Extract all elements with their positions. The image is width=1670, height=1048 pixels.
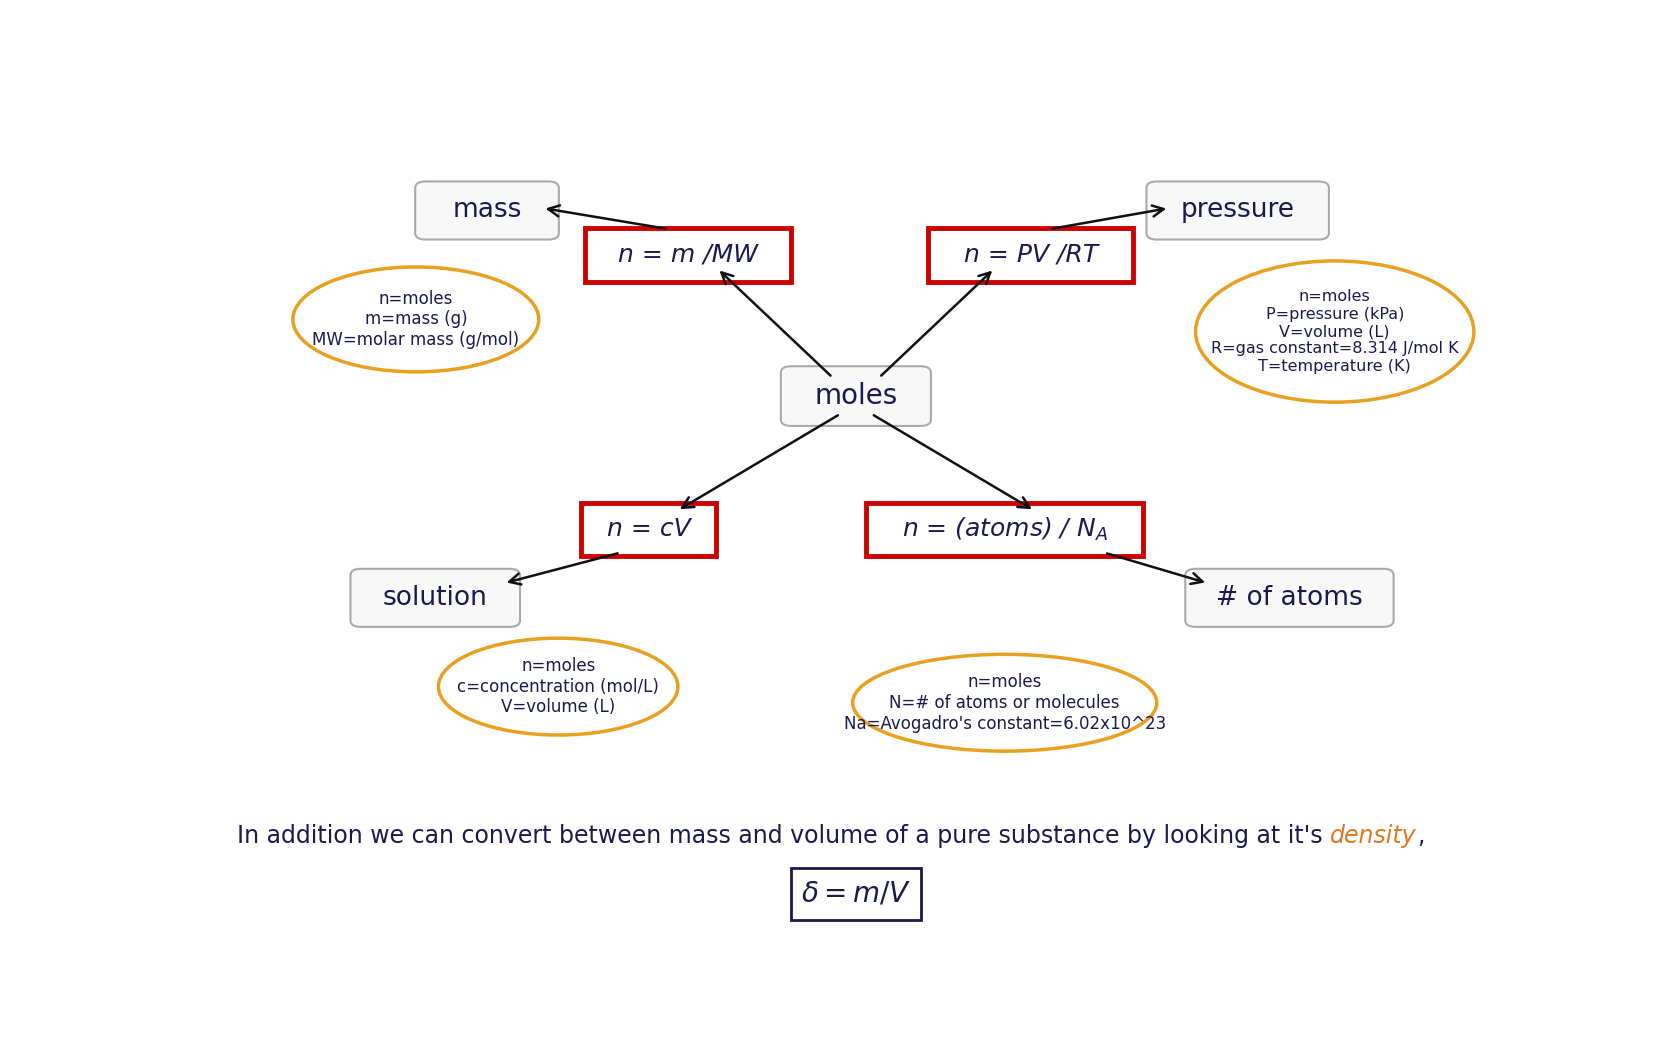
Text: ,: , xyxy=(1416,824,1425,848)
Ellipse shape xyxy=(853,654,1157,751)
FancyBboxPatch shape xyxy=(790,868,922,920)
Text: solution: solution xyxy=(382,585,488,611)
Text: density: density xyxy=(1331,824,1416,848)
FancyBboxPatch shape xyxy=(782,366,930,425)
Ellipse shape xyxy=(1196,261,1475,402)
FancyBboxPatch shape xyxy=(584,228,790,282)
Text: # of atoms: # of atoms xyxy=(1216,585,1363,611)
Text: n = PV /RT: n = PV /RT xyxy=(964,243,1097,267)
Text: n=moles
N=# of atoms or molecules
Na=Avogadro's constant=6.02x10^23: n=moles N=# of atoms or molecules Na=Avo… xyxy=(843,673,1166,733)
FancyBboxPatch shape xyxy=(1186,569,1394,627)
Ellipse shape xyxy=(439,638,678,735)
Text: n = m /MW: n = m /MW xyxy=(618,243,758,267)
Text: n=moles
P=pressure (kPa)
V=volume (L)
R=gas constant=8.314 J/mol K
T=temperature: n=moles P=pressure (kPa) V=volume (L) R=… xyxy=(1211,289,1458,374)
FancyBboxPatch shape xyxy=(929,228,1134,282)
Text: mass: mass xyxy=(453,197,521,223)
Ellipse shape xyxy=(292,267,539,372)
Text: moles: moles xyxy=(815,383,897,410)
Text: In addition we can convert between mass and volume of a pure substance by lookin: In addition we can convert between mass … xyxy=(237,824,1331,848)
Text: n=moles
m=mass (g)
MW=molar mass (g/mol): n=moles m=mass (g) MW=molar mass (g/mol) xyxy=(312,289,519,349)
Text: n = (atoms) / N$_A$: n = (atoms) / N$_A$ xyxy=(902,516,1107,543)
Text: n=moles
c=concentration (mol/L)
V=volume (L): n=moles c=concentration (mol/L) V=volume… xyxy=(458,657,660,717)
FancyBboxPatch shape xyxy=(1146,181,1329,240)
Text: $\delta = m/V$: $\delta = m/V$ xyxy=(802,880,910,908)
FancyBboxPatch shape xyxy=(351,569,519,627)
FancyBboxPatch shape xyxy=(581,503,716,555)
FancyBboxPatch shape xyxy=(416,181,559,240)
Text: pressure: pressure xyxy=(1181,197,1294,223)
FancyBboxPatch shape xyxy=(867,503,1144,555)
Text: n = cV: n = cV xyxy=(606,518,691,541)
